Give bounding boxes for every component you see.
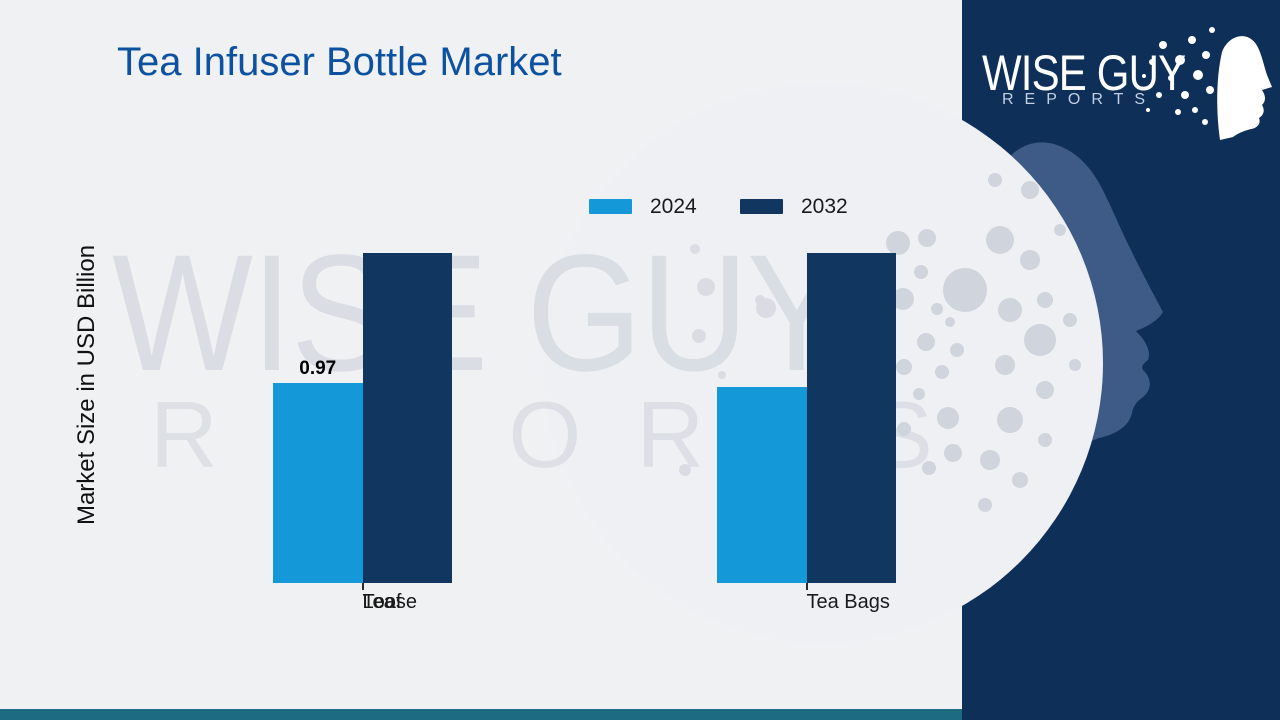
legend-label-2024: 2024	[650, 195, 697, 218]
sparse-dots	[679, 244, 776, 476]
bottom-teal-bar	[0, 709, 962, 720]
x-axis-tick-loose-leaf-tea	[361, 583, 364, 590]
bar-2032-loose-leaf-tea	[362, 253, 452, 583]
logo-face-icon	[1142, 27, 1272, 140]
chart-title: Tea Infuser Bottle Market	[117, 40, 562, 84]
logo-reports-text: REPORTS	[1002, 91, 1157, 108]
bar-2024-tea-bags	[717, 387, 807, 583]
legend-swatch-2024	[589, 199, 632, 214]
brain-dots	[886, 173, 1081, 512]
logo-wiseguy-text: WISE GUY	[982, 45, 1186, 101]
bar-value-label: 0.97	[299, 358, 337, 379]
watermark-wiseguy-text: WISE GUY	[112, 221, 846, 406]
x-axis-tick-tea-bags	[805, 583, 808, 590]
bar-2024-loose-leaf-tea	[273, 383, 363, 583]
bar-2032-tea-bags	[806, 253, 896, 583]
legend-label-2032: 2032	[801, 195, 848, 218]
legend-swatch-2032	[740, 199, 783, 214]
